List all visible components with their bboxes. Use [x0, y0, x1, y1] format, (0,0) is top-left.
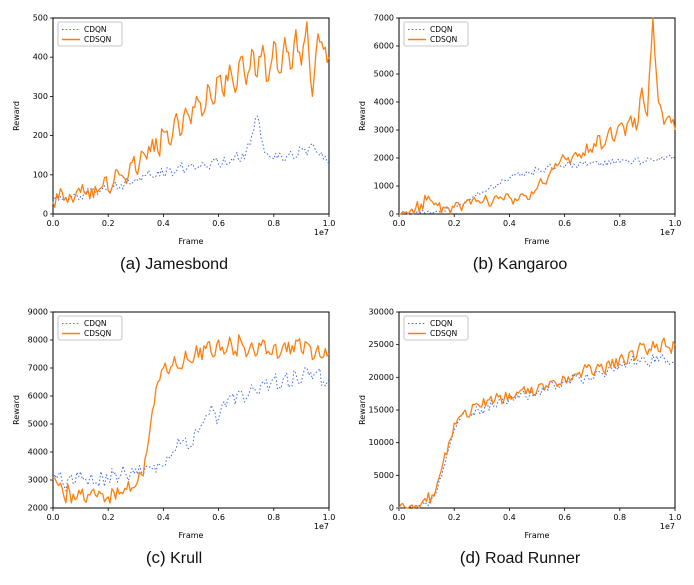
svg-text:400: 400	[33, 53, 48, 62]
svg-text:2000: 2000	[28, 503, 48, 512]
svg-text:1e7: 1e7	[660, 228, 675, 237]
svg-text:0.0: 0.0	[47, 513, 60, 522]
svg-text:7000: 7000	[28, 363, 48, 372]
svg-text:0.4: 0.4	[157, 219, 170, 228]
svg-text:6000: 6000	[374, 42, 394, 51]
svg-text:0.6: 0.6	[558, 513, 571, 522]
svg-text:5000: 5000	[374, 70, 394, 79]
kangaroo-plot: 0.0 0.2 0.4 0.6 0.8 1.0 0 1000 2000 3000 4000 5000 6…	[358, 14, 682, 247]
svg-text:0.4: 0.4	[157, 513, 170, 522]
svg-text:4000: 4000	[374, 98, 394, 107]
svg-text:CDQN: CDQN	[430, 25, 453, 34]
svg-text:300: 300	[33, 92, 48, 101]
svg-text:0.6: 0.6	[212, 219, 225, 228]
chart-kangaroo: 0.0 0.2 0.4 0.6 0.8 1.0 0 1000 2000 3000 4000 5000 6…	[354, 8, 686, 292]
svg-text:CDQN: CDQN	[84, 25, 107, 34]
caption-jamesbond: (a) Jamesbond	[120, 254, 228, 274]
svg-text:Reward: Reward	[12, 395, 21, 425]
svg-text:5000: 5000	[374, 470, 394, 479]
jamesbond-plot: 0.0 0.2 0.4 0.6 0.8 1.0 0 100 200 300 400 500 1e7 Fra…	[12, 14, 336, 247]
svg-text:8000: 8000	[28, 335, 48, 344]
svg-text:0.2: 0.2	[102, 513, 115, 522]
svg-text:0.0: 0.0	[393, 219, 406, 228]
chart-road-runner: 0.0 0.2 0.4 0.6 0.8 1.0 0 5000 10000 15000 20000 25…	[354, 302, 686, 585]
svg-text:0.8: 0.8	[267, 513, 280, 522]
svg-text:1e7: 1e7	[314, 228, 329, 237]
svg-text:0: 0	[389, 503, 394, 512]
svg-text:Frame: Frame	[179, 531, 204, 540]
caption-label: (a)	[120, 254, 141, 273]
svg-text:500: 500	[33, 14, 48, 23]
svg-text:4000: 4000	[28, 447, 48, 456]
svg-text:25000: 25000	[369, 340, 394, 349]
caption-name: Kangaroo	[497, 256, 568, 273]
svg-text:CDSQN: CDSQN	[430, 329, 457, 338]
svg-text:0.6: 0.6	[212, 513, 225, 522]
caption-krull: (c) Krull	[146, 548, 202, 568]
svg-text:200: 200	[33, 131, 48, 140]
svg-text:0.8: 0.8	[613, 513, 626, 522]
svg-text:CDQN: CDQN	[430, 319, 453, 328]
svg-text:Frame: Frame	[525, 531, 550, 540]
svg-text:Reward: Reward	[358, 101, 367, 131]
svg-text:1e7: 1e7	[660, 522, 675, 531]
caption-road-runner: (d) Road Runner	[460, 548, 580, 568]
svg-text:1.0: 1.0	[323, 219, 336, 228]
svg-text:1.0: 1.0	[323, 513, 336, 522]
caption-name: Krull	[170, 549, 203, 567]
svg-text:CDSQN: CDSQN	[84, 329, 111, 338]
svg-text:1.0: 1.0	[669, 219, 682, 228]
caption-label: (d)	[459, 547, 481, 567]
svg-text:0: 0	[389, 210, 394, 219]
svg-text:0.4: 0.4	[503, 513, 516, 522]
svg-text:1.0: 1.0	[669, 513, 682, 522]
svg-text:Frame: Frame	[179, 237, 204, 246]
svg-text:7000: 7000	[374, 14, 394, 23]
svg-text:Reward: Reward	[12, 101, 21, 131]
caption-label: (c)	[145, 547, 166, 567]
svg-text:1000: 1000	[374, 182, 394, 191]
svg-text:Reward: Reward	[358, 395, 367, 425]
caption-name: Jamesbond	[145, 256, 228, 273]
svg-text:10000: 10000	[369, 438, 394, 447]
svg-text:CDSQN: CDSQN	[84, 35, 111, 44]
svg-text:0.4: 0.4	[503, 219, 516, 228]
svg-text:9000: 9000	[28, 307, 48, 316]
svg-text:0.2: 0.2	[448, 219, 461, 228]
caption-name: Road Runner	[485, 549, 581, 567]
caption-kangaroo: (b) Kangaroo	[473, 254, 568, 274]
svg-text:20000: 20000	[369, 372, 394, 381]
svg-text:1e7: 1e7	[314, 522, 329, 531]
chart-krull: 0.0 0.2 0.4 0.6 0.8 1.0 2000 3000 4000 5000 6000 70…	[8, 302, 340, 585]
svg-text:CDSQN: CDSQN	[430, 35, 457, 44]
caption-label: (b)	[472, 254, 494, 273]
chart-jamesbond: 0.0 0.2 0.4 0.6 0.8 1.0 0 100 200 300 400 500 1e7 Fra…	[8, 8, 340, 292]
svg-text:5000: 5000	[28, 419, 48, 428]
krull-plot: 0.0 0.2 0.4 0.6 0.8 1.0 2000 3000 4000 5000 6000 70…	[12, 307, 336, 540]
svg-text:0.0: 0.0	[47, 219, 60, 228]
svg-text:2000: 2000	[374, 154, 394, 163]
svg-text:Frame: Frame	[525, 237, 550, 246]
svg-text:0.2: 0.2	[102, 219, 115, 228]
svg-text:0.2: 0.2	[448, 513, 461, 522]
svg-text:CDQN: CDQN	[84, 319, 107, 328]
svg-text:30000: 30000	[369, 307, 394, 316]
svg-text:0.8: 0.8	[267, 219, 280, 228]
svg-text:0.0: 0.0	[393, 513, 406, 522]
svg-text:0: 0	[43, 210, 48, 219]
svg-text:100: 100	[33, 170, 48, 179]
road-runner-plot: 0.0 0.2 0.4 0.6 0.8 1.0 0 5000 10000 15000 20000 25…	[358, 307, 682, 540]
svg-text:6000: 6000	[28, 391, 48, 400]
svg-text:3000: 3000	[28, 475, 48, 484]
svg-text:15000: 15000	[369, 405, 394, 414]
svg-text:0.8: 0.8	[613, 219, 626, 228]
svg-text:3000: 3000	[374, 126, 394, 135]
svg-text:0.6: 0.6	[558, 219, 571, 228]
